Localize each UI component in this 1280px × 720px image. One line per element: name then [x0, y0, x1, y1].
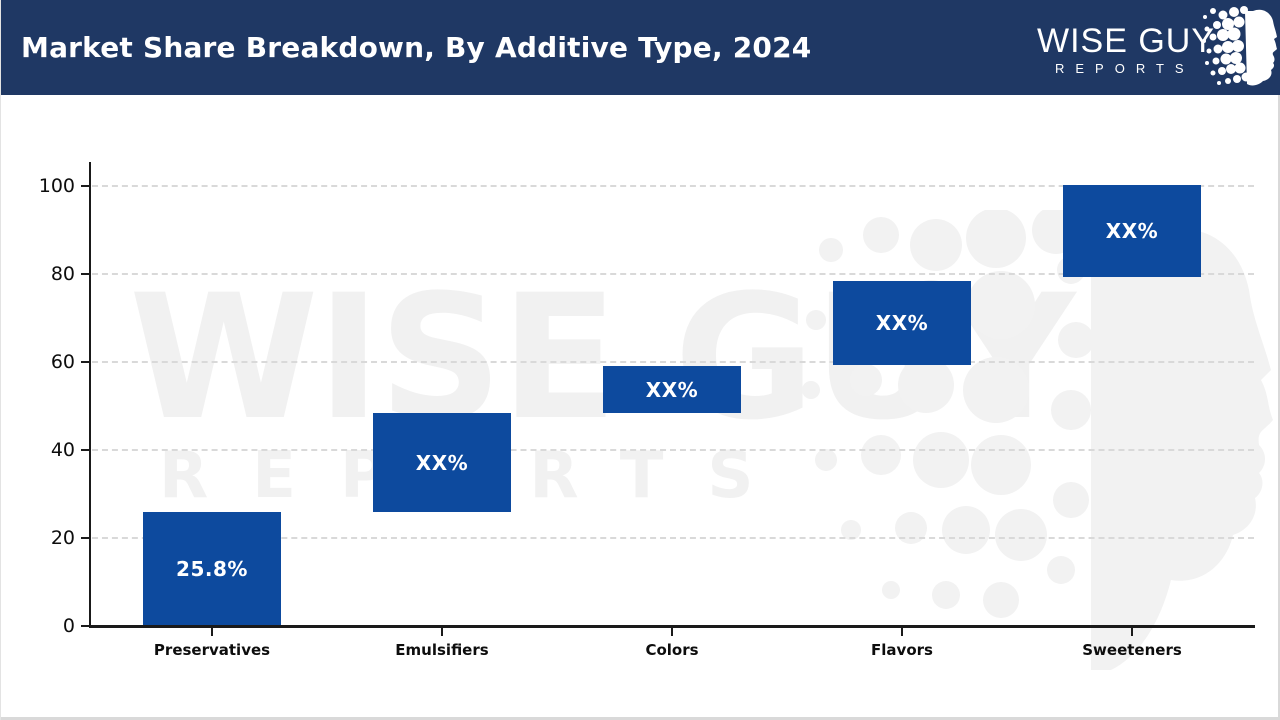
- wiseguy-logo: WISE GUY REPORTS: [1037, 6, 1277, 86]
- chart-title: Market Share Breakdown, By Additive Type…: [21, 31, 812, 64]
- logo-reports-text: REPORTS: [1055, 61, 1195, 76]
- y-tick-0: [81, 625, 89, 627]
- x-tick-sweeteners: [1131, 628, 1133, 636]
- x-tick-colors: [671, 628, 673, 636]
- y-tick-40: [81, 449, 89, 451]
- category-label-sweeteners: Sweeteners: [1082, 641, 1182, 659]
- y-tick-label: 60: [50, 351, 75, 373]
- y-tick-label: 80: [50, 263, 75, 285]
- waterfall-chart-plot-area: 0 20 40 60 80 100 25.8% XX% XX% XX% XX% Preservativ…: [1, 95, 1280, 720]
- bar-value-label: 25.8%: [176, 557, 248, 582]
- bar-value-label: XX%: [645, 377, 699, 402]
- y-tick-80: [81, 273, 89, 275]
- bar-sweeteners: XX%: [1063, 185, 1201, 278]
- bar-value-label: XX%: [415, 450, 469, 475]
- bar-emulsifiers: XX%: [373, 413, 511, 513]
- category-label-emulsifiers: Emulsifiers: [395, 641, 489, 659]
- bar-value-label: XX%: [875, 311, 929, 336]
- y-tick-label: 40: [50, 439, 75, 461]
- y-axis-line: [89, 162, 91, 628]
- gridline-20: [92, 537, 1254, 539]
- gridline-80: [92, 273, 1254, 275]
- category-label-colors: Colors: [645, 641, 699, 659]
- y-tick-100: [81, 185, 89, 187]
- bar-value-label: XX%: [1105, 219, 1159, 244]
- bar-preservatives: 25.8%: [143, 512, 281, 626]
- y-tick-60: [81, 361, 89, 363]
- category-label-flavors: Flavors: [871, 641, 933, 659]
- bar-colors: XX%: [603, 365, 741, 414]
- y-tick-20: [81, 537, 89, 539]
- x-tick-flavors: [901, 628, 903, 636]
- report-header: Market Share Breakdown, By Additive Type…: [1, 0, 1280, 95]
- logo-wiseguy-text: WISE GUY: [1037, 22, 1215, 60]
- y-tick-label: 0: [62, 615, 75, 637]
- logo-face-dots-icon: [1202, 6, 1277, 86]
- gridline-60: [92, 361, 1254, 363]
- page-bottom-border: [1, 717, 1280, 720]
- y-tick-label: 100: [38, 175, 75, 197]
- x-tick-preservatives: [211, 628, 213, 636]
- bar-flavors: XX%: [833, 281, 971, 366]
- gridline-100: [92, 185, 1254, 187]
- x-axis-line: [89, 625, 1255, 628]
- x-tick-emulsifiers: [441, 628, 443, 636]
- category-label-preservatives: Preservatives: [153, 641, 271, 659]
- y-tick-label: 20: [50, 527, 75, 549]
- gridline-40: [92, 449, 1254, 451]
